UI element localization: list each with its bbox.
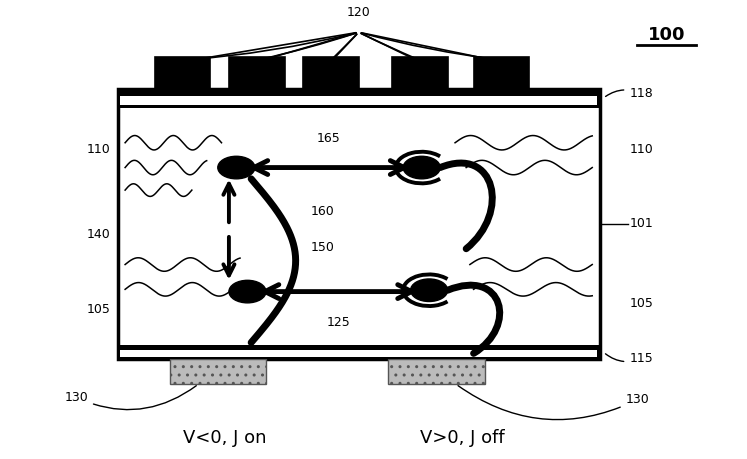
Text: V>0, J off: V>0, J off — [420, 429, 505, 447]
Text: 110: 110 — [629, 143, 653, 156]
Text: 110: 110 — [87, 143, 111, 156]
Bar — [229, 57, 285, 89]
Text: 100: 100 — [648, 26, 685, 44]
Bar — [118, 89, 600, 359]
Bar — [170, 359, 266, 384]
Circle shape — [218, 156, 255, 179]
Text: 130: 130 — [64, 386, 196, 409]
Text: V<0, J on: V<0, J on — [184, 429, 267, 447]
Bar — [388, 359, 485, 384]
Bar — [155, 57, 211, 89]
Text: 140: 140 — [87, 228, 111, 241]
Bar — [118, 345, 600, 359]
Text: 150: 150 — [311, 241, 335, 254]
Bar — [474, 57, 529, 89]
Circle shape — [411, 279, 447, 302]
Text: 115: 115 — [606, 353, 653, 365]
Text: 105: 105 — [87, 303, 111, 316]
Bar — [303, 57, 359, 89]
Text: 120: 120 — [347, 6, 371, 19]
Text: 105: 105 — [629, 297, 653, 310]
Text: 165: 165 — [317, 132, 341, 145]
Bar — [118, 89, 600, 107]
Bar — [120, 351, 598, 357]
Circle shape — [229, 280, 266, 303]
Text: 160: 160 — [311, 205, 334, 218]
Text: 118: 118 — [606, 87, 653, 100]
Text: 101: 101 — [629, 218, 653, 230]
Bar — [120, 96, 598, 105]
Text: 125: 125 — [326, 316, 350, 330]
Circle shape — [403, 156, 440, 179]
Bar — [392, 57, 447, 89]
Text: 130: 130 — [458, 386, 649, 420]
